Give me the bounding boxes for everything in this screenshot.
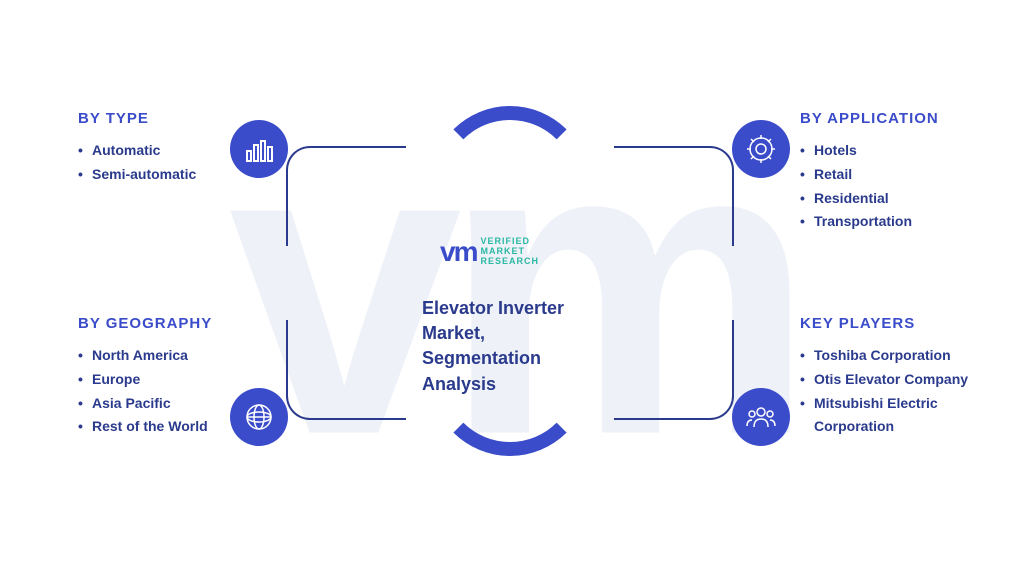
heading-geography: BY GEOGRAPHY	[78, 315, 278, 332]
list-players: Toshiba Corporation Otis Elevator Compan…	[800, 344, 1010, 439]
gear-icon	[732, 120, 790, 178]
list-item: Europe	[78, 368, 278, 392]
section-type: BY TYPE Automatic Semi-automatic	[78, 110, 278, 187]
list-item: Mitsubishi Electric Corporation	[800, 392, 1010, 440]
heading-type: BY TYPE	[78, 110, 278, 127]
diagram-root: vm VERIFIED MARKET RESEARCH Elevator Inv…	[0, 0, 1024, 576]
people-icon	[732, 388, 790, 446]
connector-geography	[286, 320, 406, 420]
list-item: Asia Pacific	[78, 392, 278, 416]
list-item: Transportation	[800, 210, 1000, 234]
list-item: Otis Elevator Company	[800, 368, 1010, 392]
list-type: Automatic Semi-automatic	[78, 139, 278, 187]
list-item: Automatic	[78, 139, 278, 163]
list-item: Retail	[800, 163, 1000, 187]
connector-players	[614, 320, 734, 420]
logo-text: VERIFIED MARKET RESEARCH	[480, 237, 539, 267]
list-item: Residential	[800, 187, 1000, 211]
list-item: Hotels	[800, 139, 1000, 163]
logo-mark: vm	[440, 236, 476, 268]
heading-application: BY APPLICATION	[800, 110, 1000, 127]
list-item: Toshiba Corporation	[800, 344, 1010, 368]
connector-application	[614, 146, 734, 246]
list-item: North America	[78, 344, 278, 368]
section-geography: BY GEOGRAPHY North America Europe Asia P…	[78, 315, 278, 439]
connector-type	[286, 146, 406, 246]
list-item: Rest of the World	[78, 415, 278, 439]
list-geography: North America Europe Asia Pacific Rest o…	[78, 344, 278, 439]
list-item: Semi-automatic	[78, 163, 278, 187]
heading-players: KEY PLAYERS	[800, 315, 1010, 332]
center-title: Elevator Inverter Market, Segmentation A…	[422, 296, 602, 397]
logo: vm VERIFIED MARKET RESEARCH	[440, 236, 539, 268]
section-players: KEY PLAYERS Toshiba Corporation Otis Ele…	[800, 315, 1010, 439]
list-application: Hotels Retail Residential Transportation	[800, 139, 1000, 234]
section-application: BY APPLICATION Hotels Retail Residential…	[800, 110, 1000, 234]
center-hub: vm VERIFIED MARKET RESEARCH Elevator Inv…	[410, 116, 610, 446]
